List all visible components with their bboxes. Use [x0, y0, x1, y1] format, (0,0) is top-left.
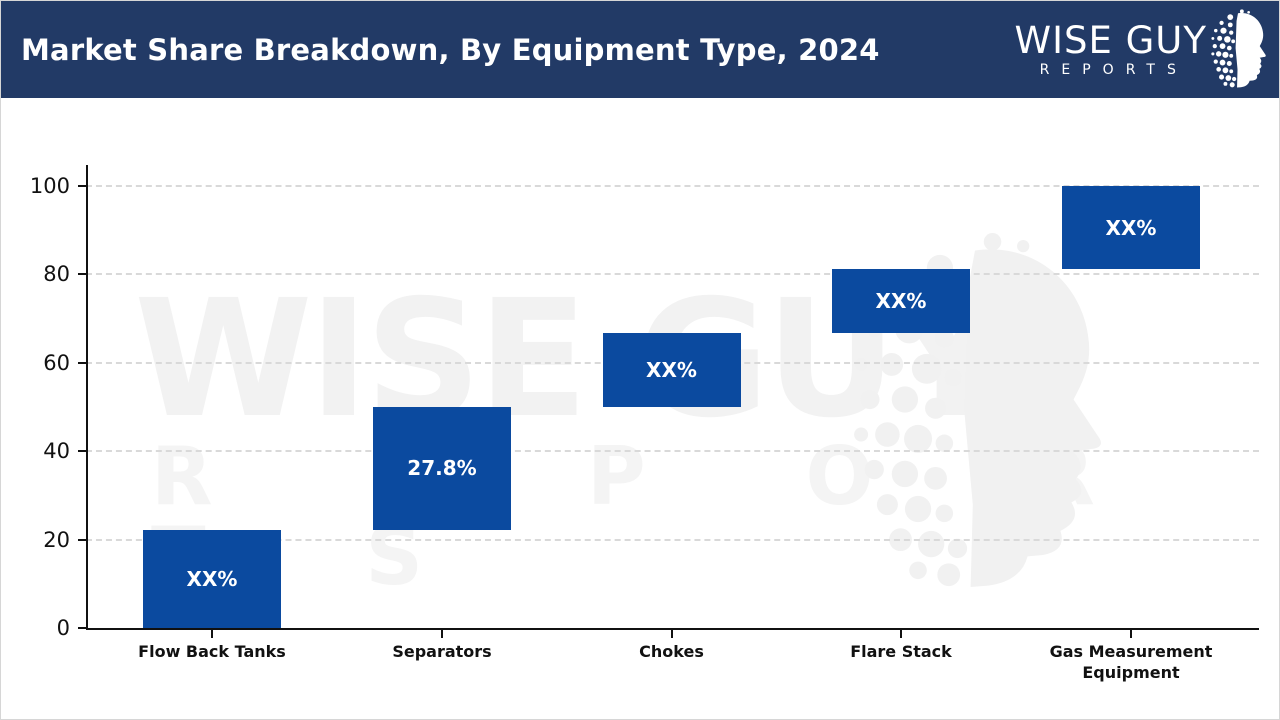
category-label: Flow Back Tanks [138, 642, 286, 661]
y-tick-label: 100 [29, 174, 70, 198]
y-tick-mark [78, 185, 86, 187]
category-label: Separators [392, 642, 492, 661]
gridline-y100 [86, 185, 1259, 187]
y-tick-mark [78, 361, 86, 364]
y-tick-mark [78, 273, 86, 276]
bar-flare-stack: XX% [832, 269, 970, 334]
bar-value-label: XX% [646, 358, 697, 383]
x-axis [86, 628, 1259, 630]
x-tick-mark [670, 630, 673, 638]
bar-value-label: 27.8% [407, 456, 477, 481]
wiseguy-head-icon [1209, 8, 1267, 92]
page-title: Market Share Breakdown, By Equipment Typ… [21, 32, 880, 67]
bar-value-label: XX% [875, 289, 927, 314]
y-tick-label: 40 [43, 439, 70, 464]
logo-name: WISE GUY [1014, 19, 1207, 62]
gridline-y80 [86, 273, 1259, 276]
bar-chokes: XX% [602, 333, 741, 407]
y-tick-mark [78, 538, 86, 541]
header-bar: Market Share Breakdown, By Equipment Typ… [1, 1, 1279, 98]
x-tick-mark [211, 630, 213, 638]
bar-separators: 27.8% [373, 407, 511, 530]
bar-flow-back-tanks: XX% [143, 529, 281, 628]
category-label: Gas Measurement Equipment [1049, 642, 1213, 682]
x-tick-mark [1130, 630, 1132, 638]
category-label: Flare Stack [850, 642, 952, 661]
y-tick-label: 60 [43, 350, 70, 375]
y-tick-label: 80 [43, 262, 70, 287]
y-tick-mark [78, 627, 86, 629]
y-axis [86, 165, 88, 630]
bar-value-label: XX% [186, 566, 238, 591]
category-label: Chokes [639, 642, 704, 661]
gridline-y20 [86, 538, 1259, 541]
y-tick-label: 20 [43, 527, 70, 552]
gridline-y40 [86, 450, 1259, 453]
logo-wordmark: WISE GUY REPORTS [1015, 22, 1207, 77]
x-tick-mark [900, 630, 902, 638]
logo-subtitle: REPORTS [1039, 62, 1188, 78]
brand-logo: WISE GUY REPORTS [1015, 8, 1267, 92]
y-tick-mark [78, 450, 86, 453]
bar-value-label: XX% [1105, 215, 1157, 240]
y-tick-label: 0 [56, 616, 70, 640]
bar-gas-measurement-equipment: XX% [1062, 186, 1200, 270]
x-tick-mark [441, 630, 443, 638]
